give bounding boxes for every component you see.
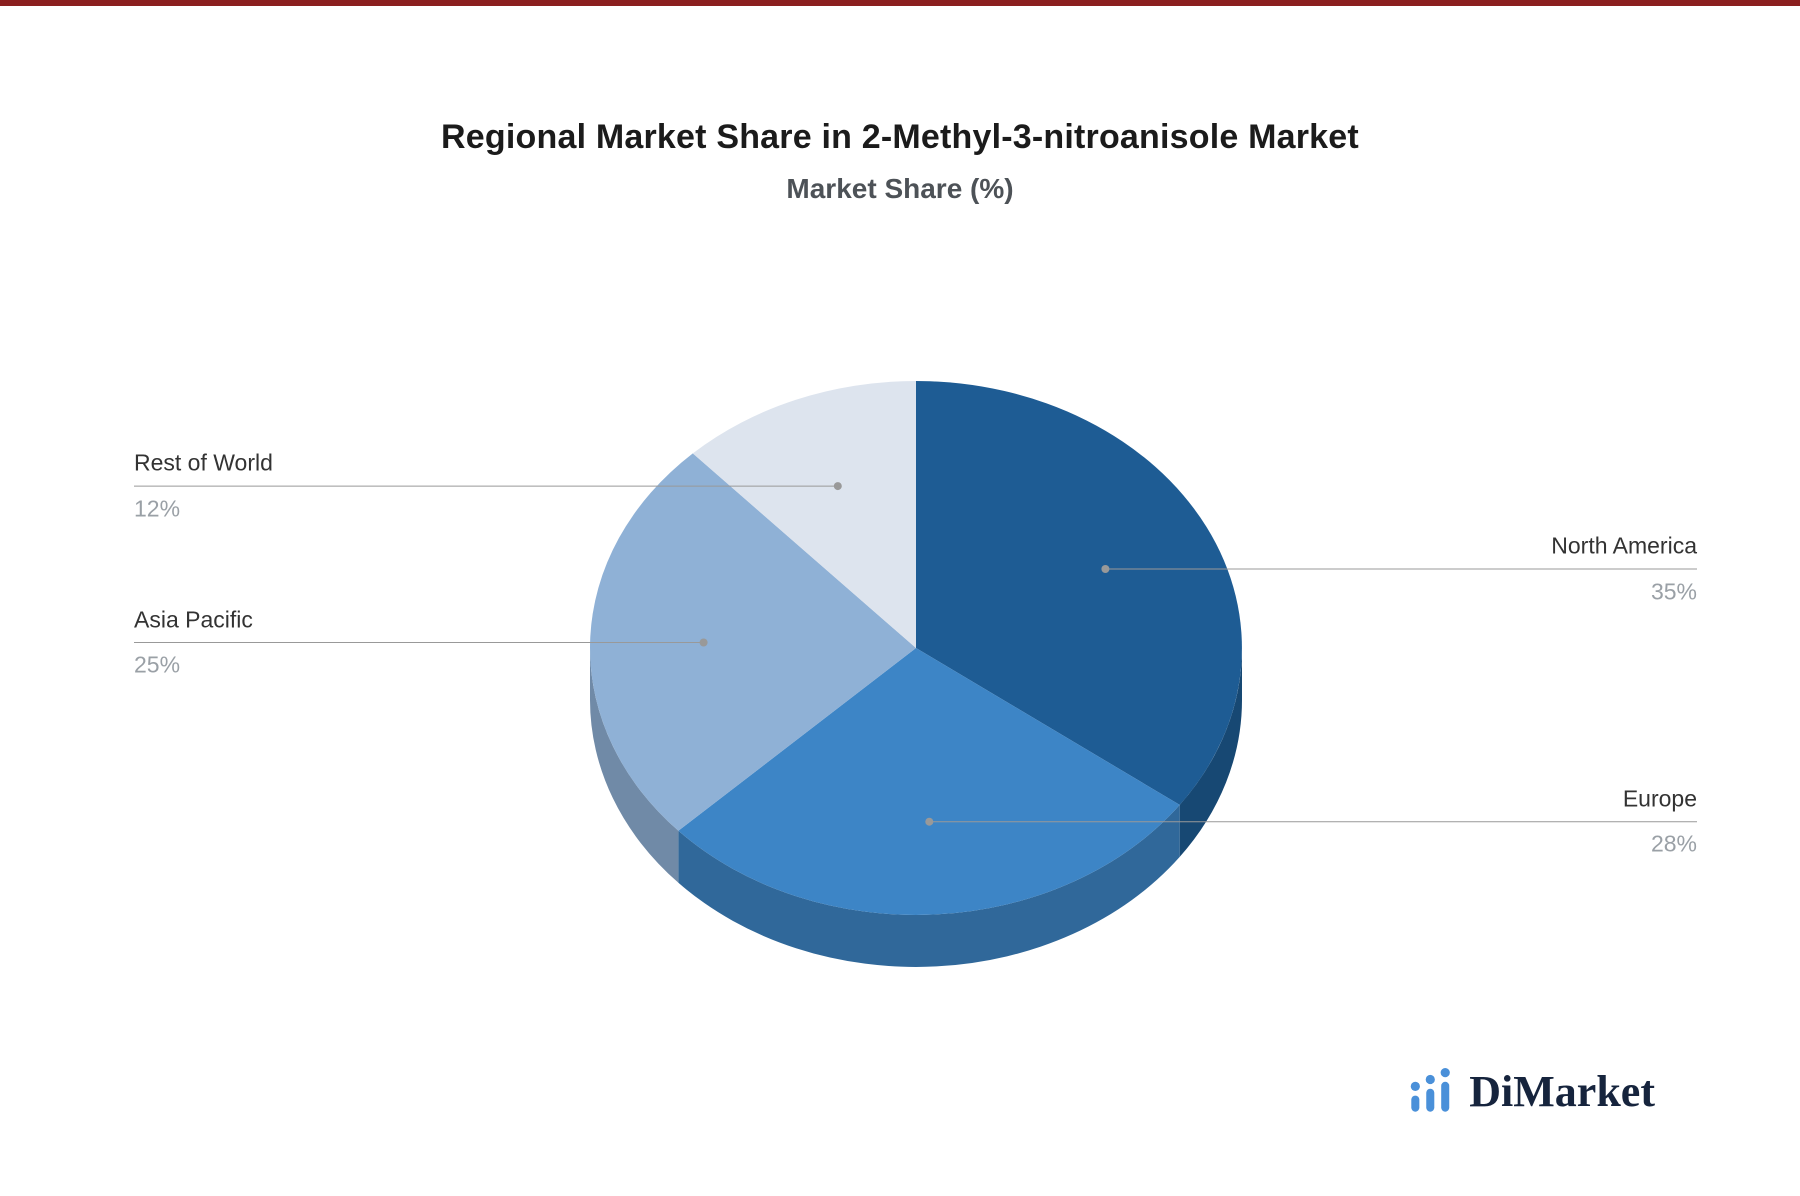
pie-slice-asia-pacific[interactable] xyxy=(590,453,916,831)
leader-dot-rest-of-world xyxy=(833,482,842,491)
top-accent-bar xyxy=(0,0,1800,6)
bar-chart-icon xyxy=(1411,1068,1451,1112)
pie-slice-side-north-america xyxy=(1179,648,1242,857)
pie-slice-europe[interactable] xyxy=(678,648,1180,915)
pie-slice-side-europe xyxy=(678,804,1180,967)
pie-slice-rest-of-world[interactable] xyxy=(692,381,916,648)
logo-text: DiMarket xyxy=(1469,1067,1655,1116)
leader-dot-asia-pacific xyxy=(699,638,708,647)
dimarket-logo: DiMarket xyxy=(1409,1068,1655,1114)
leader-dot-europe xyxy=(925,817,934,826)
pie-slice-north-america[interactable] xyxy=(916,381,1242,805)
pie-slice-side-asia-pacific xyxy=(590,648,679,883)
leader-dot-north-america xyxy=(1101,565,1110,573)
